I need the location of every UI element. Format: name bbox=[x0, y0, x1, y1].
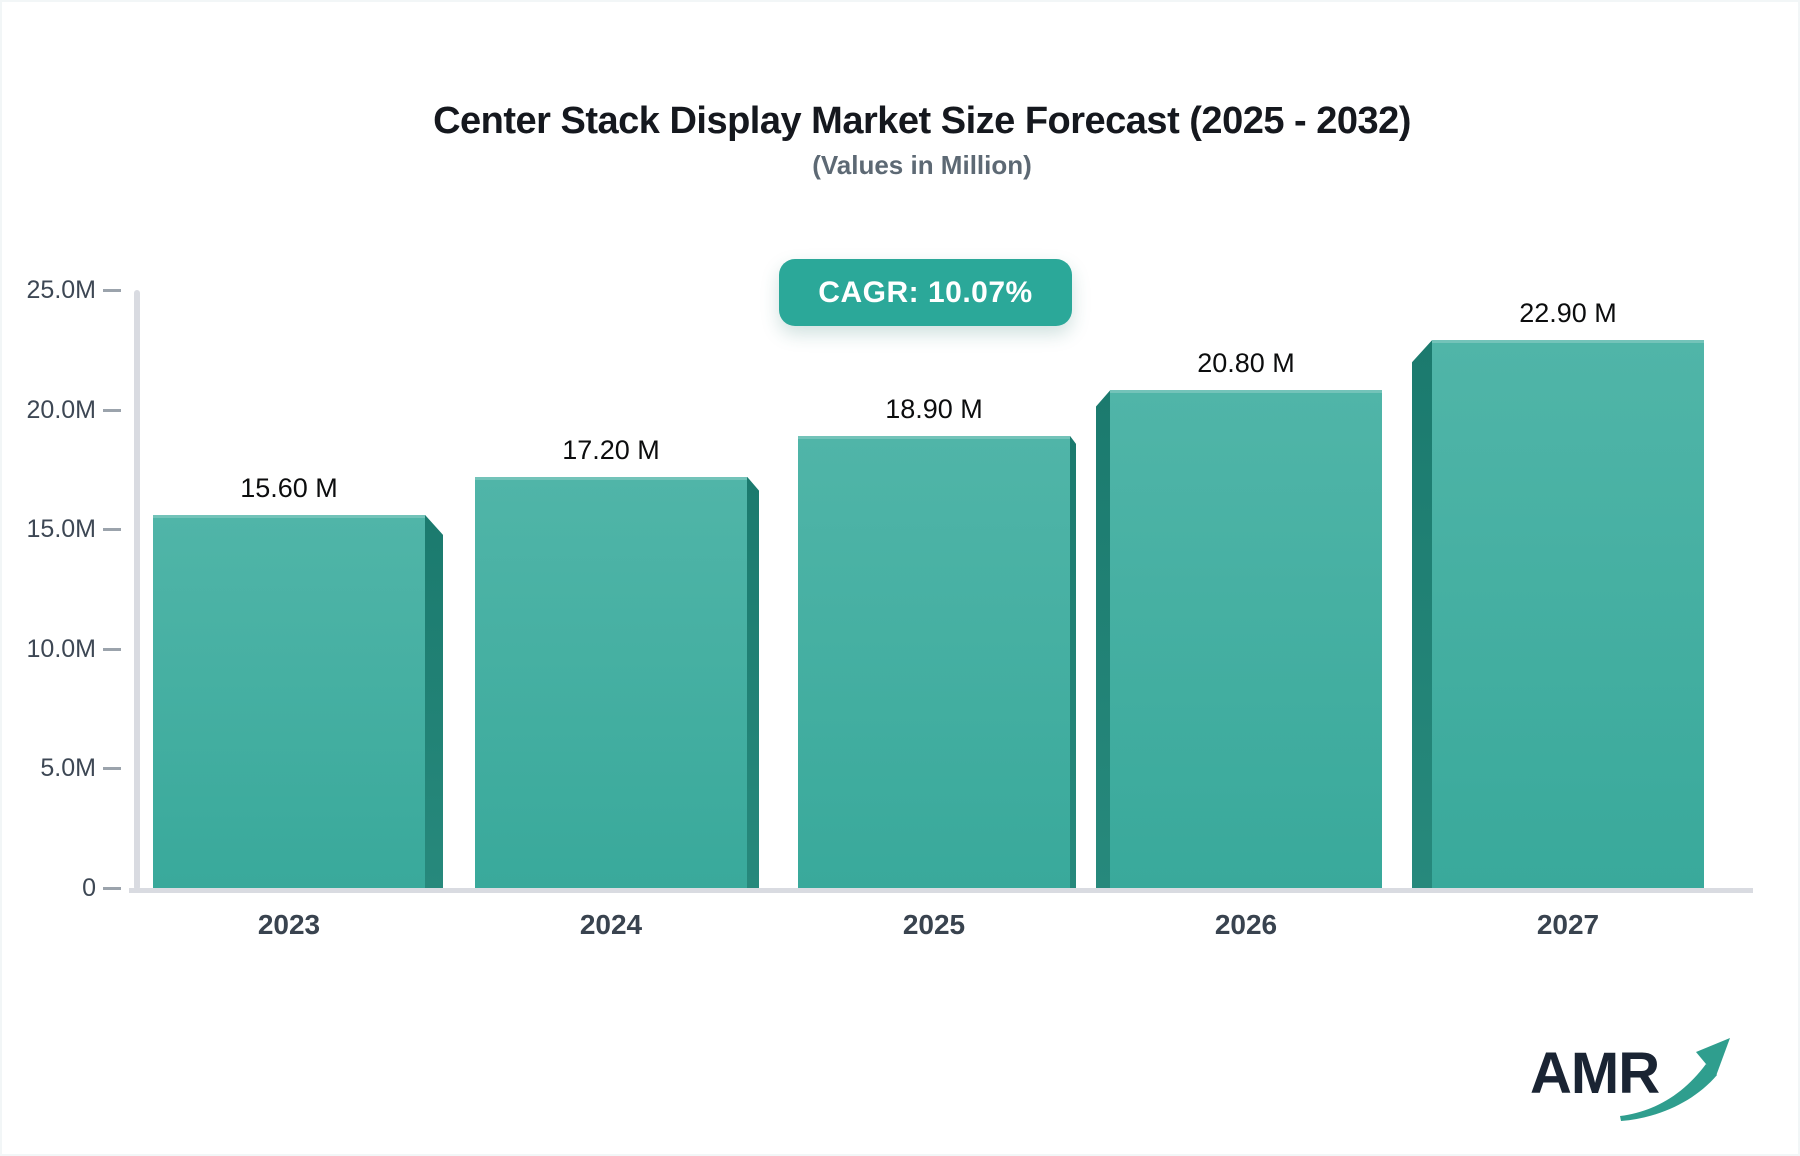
y-axis-tick bbox=[103, 647, 121, 651]
y-axis-tick-label: 15.0M bbox=[26, 515, 96, 544]
y-axis-tick bbox=[103, 528, 121, 532]
bar-2023 bbox=[153, 514, 425, 888]
y-axis-tick bbox=[103, 289, 121, 292]
bar-2027 bbox=[1432, 340, 1704, 888]
bar-2024 bbox=[475, 476, 747, 888]
bar-value-label-2026: 20.80 M bbox=[1197, 348, 1295, 379]
amr-logo: AMR bbox=[1530, 1032, 1730, 1122]
bar-3d-side-2023 bbox=[425, 514, 443, 888]
bar-value-label-2025: 18.90 M bbox=[885, 393, 983, 424]
bar-3d-side-2026 bbox=[1096, 390, 1110, 888]
x-axis-label-2024: 2024 bbox=[579, 909, 643, 940]
bar-3d-side-2024 bbox=[747, 476, 759, 888]
x-axis-baseline bbox=[129, 888, 1753, 893]
bar-value-label-2024: 17.20 M bbox=[562, 434, 660, 465]
growth-arrow-icon bbox=[1620, 1038, 1730, 1121]
bar-2026 bbox=[1110, 390, 1382, 888]
chart-title: Center Stack Display Market Size Forecas… bbox=[433, 100, 1411, 142]
y-axis-tick-label: 5.0M bbox=[40, 754, 96, 783]
y-axis-tick-label: 20.0M bbox=[26, 395, 96, 424]
x-axis-label-2025: 2025 bbox=[902, 909, 966, 940]
bar-3d-side-2025 bbox=[1070, 435, 1076, 888]
chart-subtitle: (Values in Million) bbox=[812, 150, 1032, 180]
y-axis-tick bbox=[103, 887, 121, 890]
bar-2025 bbox=[798, 435, 1070, 888]
y-axis-tick bbox=[103, 408, 121, 412]
bar-3d-side-2027 bbox=[1412, 340, 1432, 888]
y-axis-tick-label: 0 bbox=[82, 874, 96, 902]
cagr-badge: CAGR: 10.07% bbox=[779, 259, 1072, 326]
x-axis-label-2027: 2027 bbox=[1536, 909, 1600, 940]
x-axis-label-2026: 2026 bbox=[1214, 909, 1278, 940]
y-axis-tick-label: 25.0M bbox=[26, 276, 96, 304]
bar-value-label-2027: 22.90 M bbox=[1519, 298, 1617, 329]
y-axis-line bbox=[134, 290, 140, 890]
x-axis-label-2023: 2023 bbox=[257, 909, 321, 940]
bar-value-label-2023: 15.60 M bbox=[240, 472, 338, 503]
cagr-badge-label: CAGR: 10.07% bbox=[818, 275, 1033, 309]
y-axis-tick bbox=[103, 767, 121, 771]
y-axis-tick-label: 10.0M bbox=[26, 634, 96, 663]
amr-logo-text: AMR bbox=[1530, 1041, 1660, 1106]
